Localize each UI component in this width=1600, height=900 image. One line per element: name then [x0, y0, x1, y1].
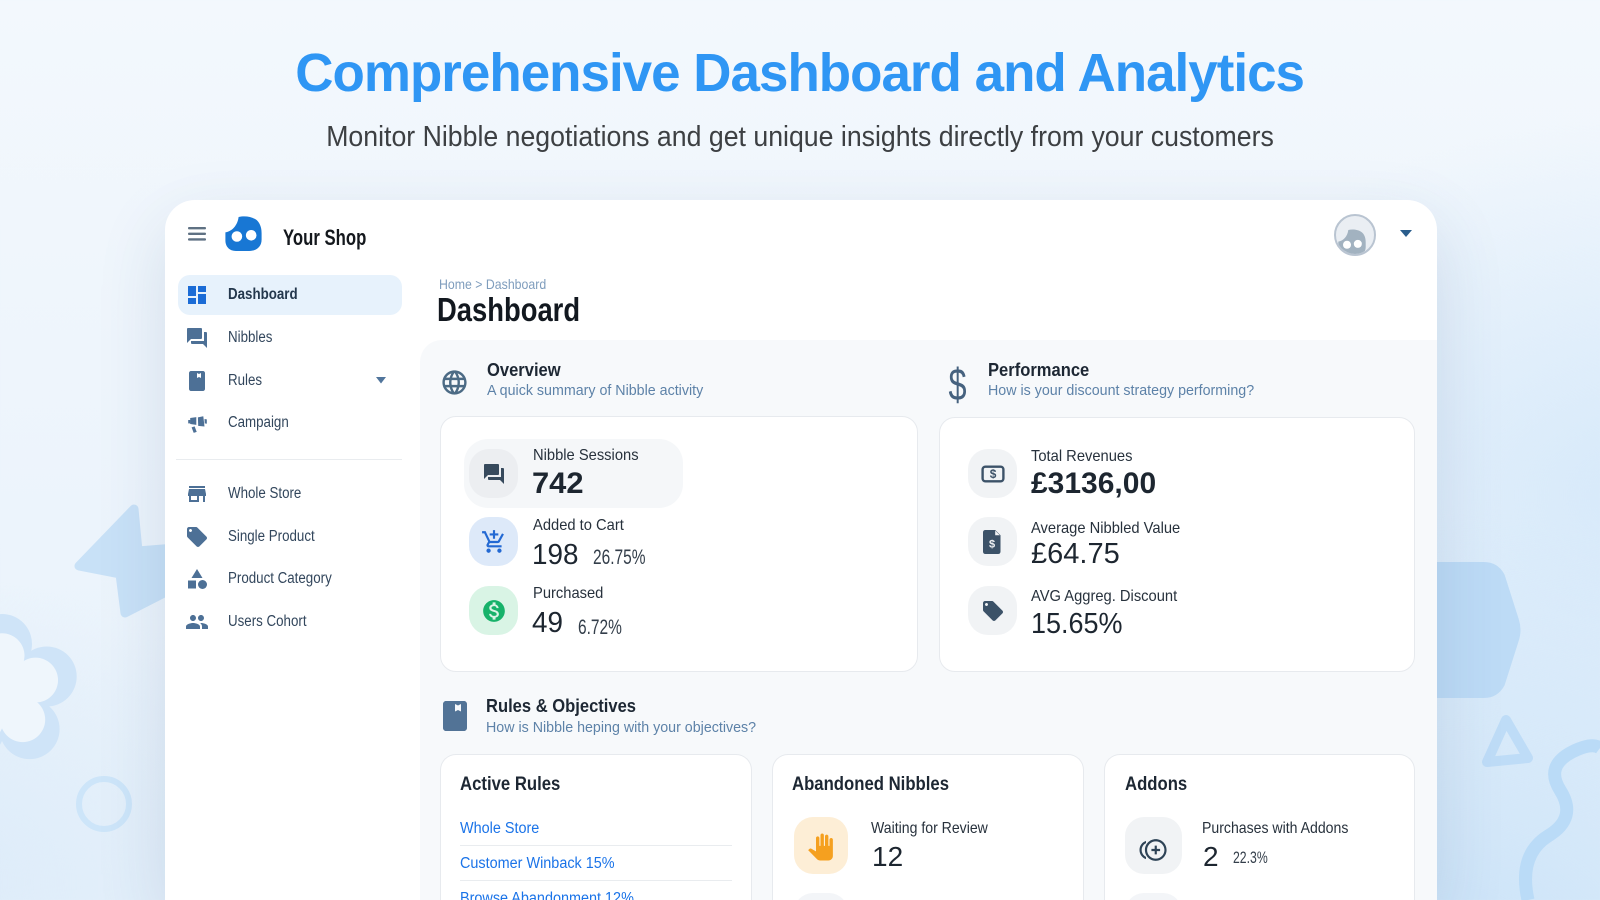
svg-text:$: $	[989, 539, 995, 551]
svg-text:$: $	[990, 467, 997, 481]
